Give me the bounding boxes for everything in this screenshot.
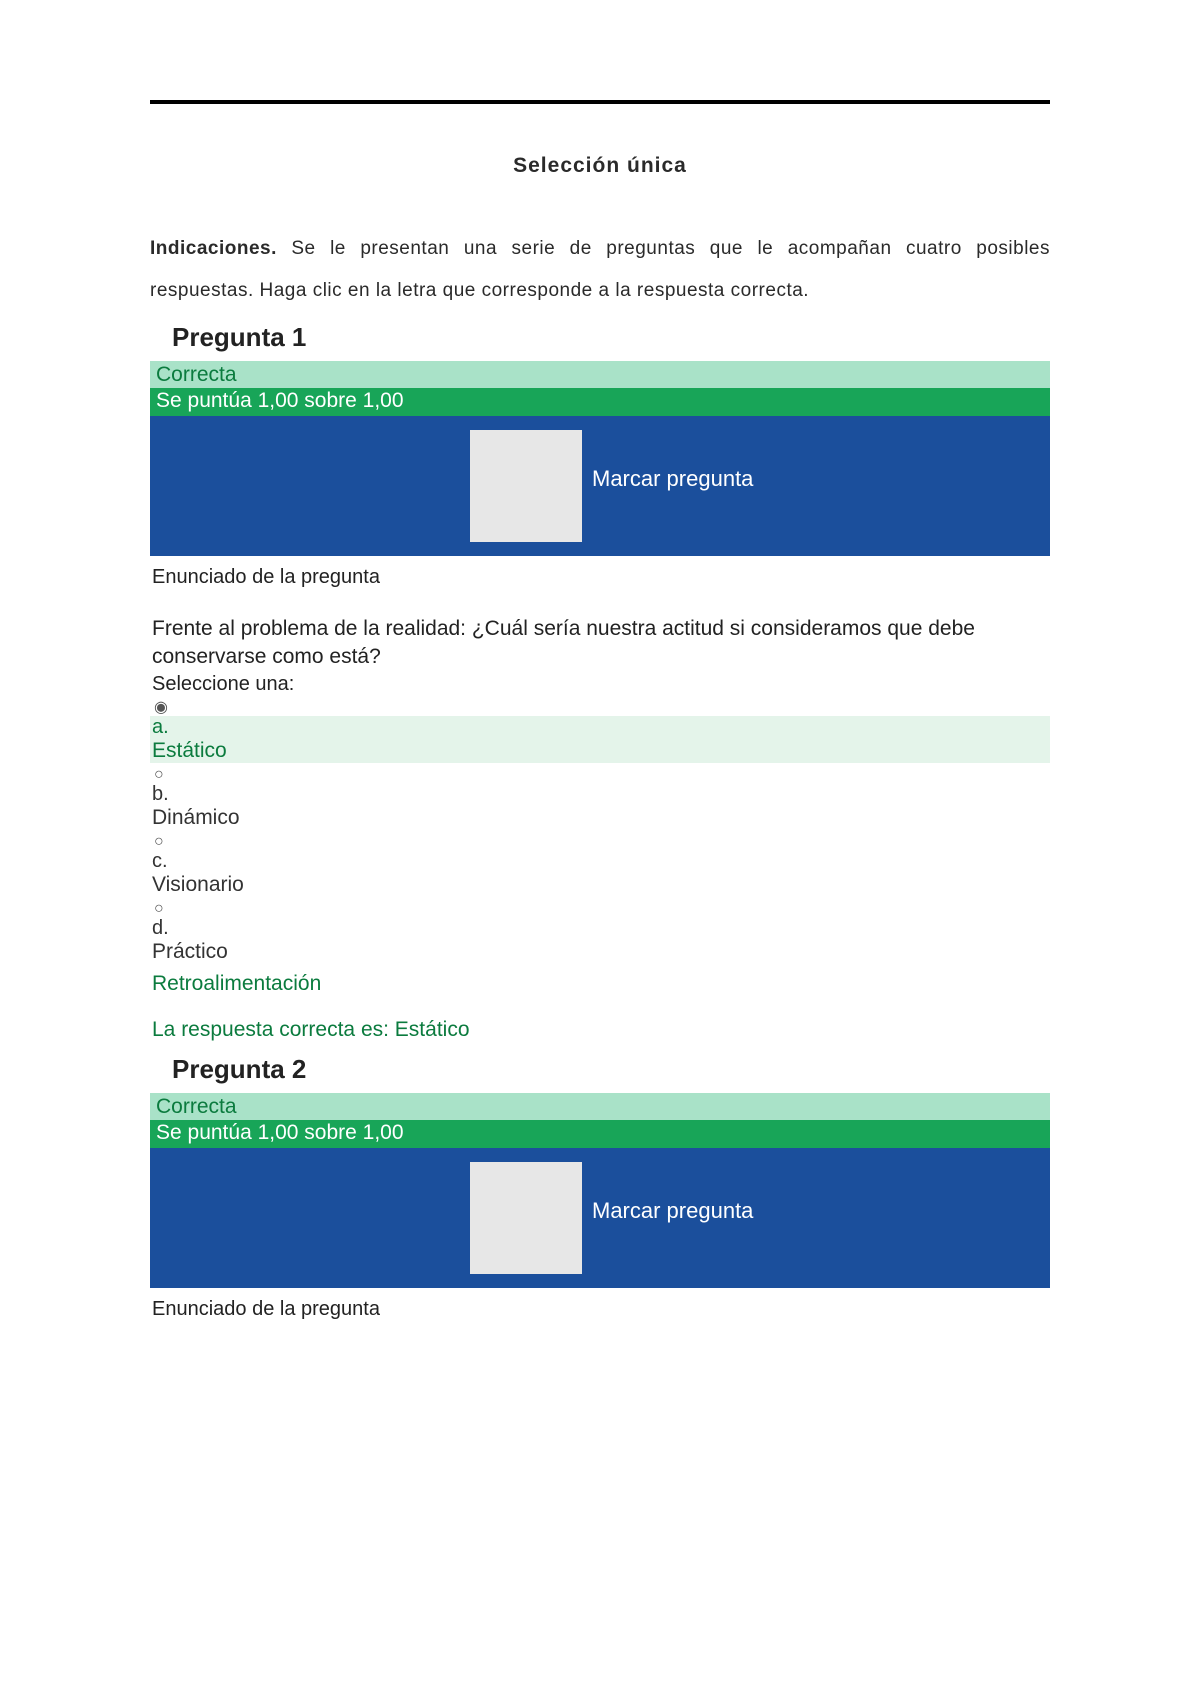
option-text: Práctico — [152, 940, 1050, 964]
question-1-title: Pregunta 1 — [172, 322, 1050, 353]
top-rule — [150, 100, 1050, 104]
option-text: Estático — [152, 739, 1050, 763]
question-2-status: Correcta — [150, 1093, 1050, 1120]
instructions-bold: Indicaciones. — [150, 238, 277, 259]
radio-icon[interactable]: ○ — [154, 901, 1050, 917]
question-1-score: Se puntúa 1,00 sobre 1,00 — [150, 388, 410, 416]
flag-icon[interactable] — [470, 1162, 582, 1274]
flag-icon[interactable] — [470, 430, 582, 542]
radio-icon[interactable]: ◉ — [154, 700, 1050, 716]
question-1-score-wrap: Se puntúa 1,00 sobre 1,00 — [150, 388, 1050, 416]
radio-icon[interactable]: ○ — [154, 834, 1050, 850]
question-2-flag-area: Marcar pregunta — [150, 1148, 1050, 1288]
question-2-score-wrap: Se puntúa 1,00 sobre 1,00 — [150, 1120, 1050, 1148]
instructions: Indicaciones. Se le presentan una serie … — [150, 228, 1050, 312]
question-1-feedback-answer: La respuesta correcta es: Estático — [152, 1018, 1050, 1042]
main-title: Selección única — [150, 154, 1050, 178]
question-1-option-c[interactable]: c. Visionario — [150, 850, 1050, 897]
option-text: Visionario — [152, 873, 1050, 897]
option-letter: c. — [152, 850, 1050, 873]
question-1-stem-label: Enunciado de la pregunta — [152, 566, 1050, 589]
question-1-select-one: Seleccione una: — [152, 673, 1050, 696]
option-letter: b. — [152, 783, 1050, 806]
question-1-status: Correcta — [150, 361, 1050, 388]
feedback-prefix: La respuesta correcta es: — [152, 1018, 395, 1041]
question-1-option-b[interactable]: b. Dinámico — [150, 783, 1050, 830]
question-2-stem-label: Enunciado de la pregunta — [152, 1298, 1050, 1321]
radio-icon[interactable]: ○ — [154, 767, 1050, 783]
option-letter: d. — [152, 917, 1050, 940]
question-2-score: Se puntúa 1,00 sobre 1,00 — [150, 1120, 410, 1148]
instructions-rest: Se le presentan una serie de preguntas q… — [150, 238, 1050, 301]
page-container: Selección única Indicaciones. Se le pres… — [0, 0, 1200, 1381]
question-1-feedback-label: Retroalimentación — [152, 972, 1050, 996]
question-1-option-a[interactable]: a. Estático — [150, 716, 1050, 763]
feedback-value: Estático — [395, 1018, 470, 1041]
question-1-stem: Frente al problema de la realidad: ¿Cuál… — [152, 615, 1050, 672]
question-1-option-d[interactable]: d. Práctico — [150, 917, 1050, 964]
question-2-title: Pregunta 2 — [172, 1054, 1050, 1085]
option-letter: a. — [152, 716, 1050, 739]
option-text: Dinámico — [152, 806, 1050, 830]
question-1-flag-area: Marcar pregunta — [150, 416, 1050, 556]
flag-question-link[interactable]: Marcar pregunta — [592, 466, 753, 492]
flag-question-link[interactable]: Marcar pregunta — [592, 1198, 753, 1224]
